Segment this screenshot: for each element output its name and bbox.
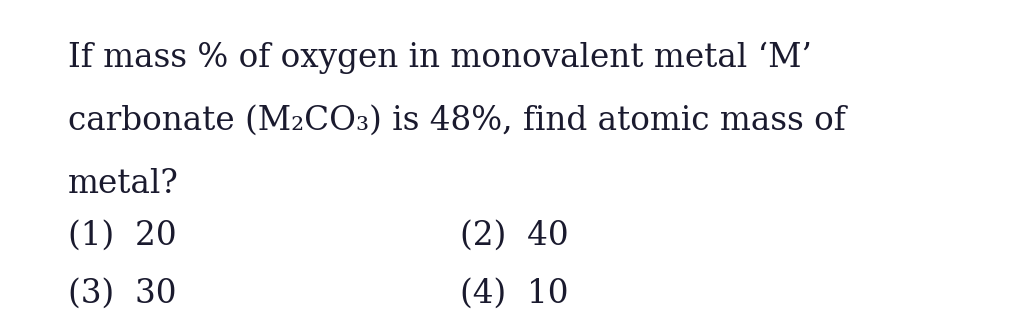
Text: carbonate (M₂CO₃) is 48%, find atomic mass of: carbonate (M₂CO₃) is 48%, find atomic ma… xyxy=(68,105,846,137)
Text: (3)  30: (3) 30 xyxy=(68,278,176,310)
Text: If mass % of oxygen in monovalent metal ‘M’: If mass % of oxygen in monovalent metal … xyxy=(68,42,812,74)
Text: (1)  20: (1) 20 xyxy=(68,220,176,252)
Text: (4)  10: (4) 10 xyxy=(460,278,568,310)
Text: metal?: metal? xyxy=(68,168,179,200)
Text: (2)  40: (2) 40 xyxy=(460,220,568,252)
